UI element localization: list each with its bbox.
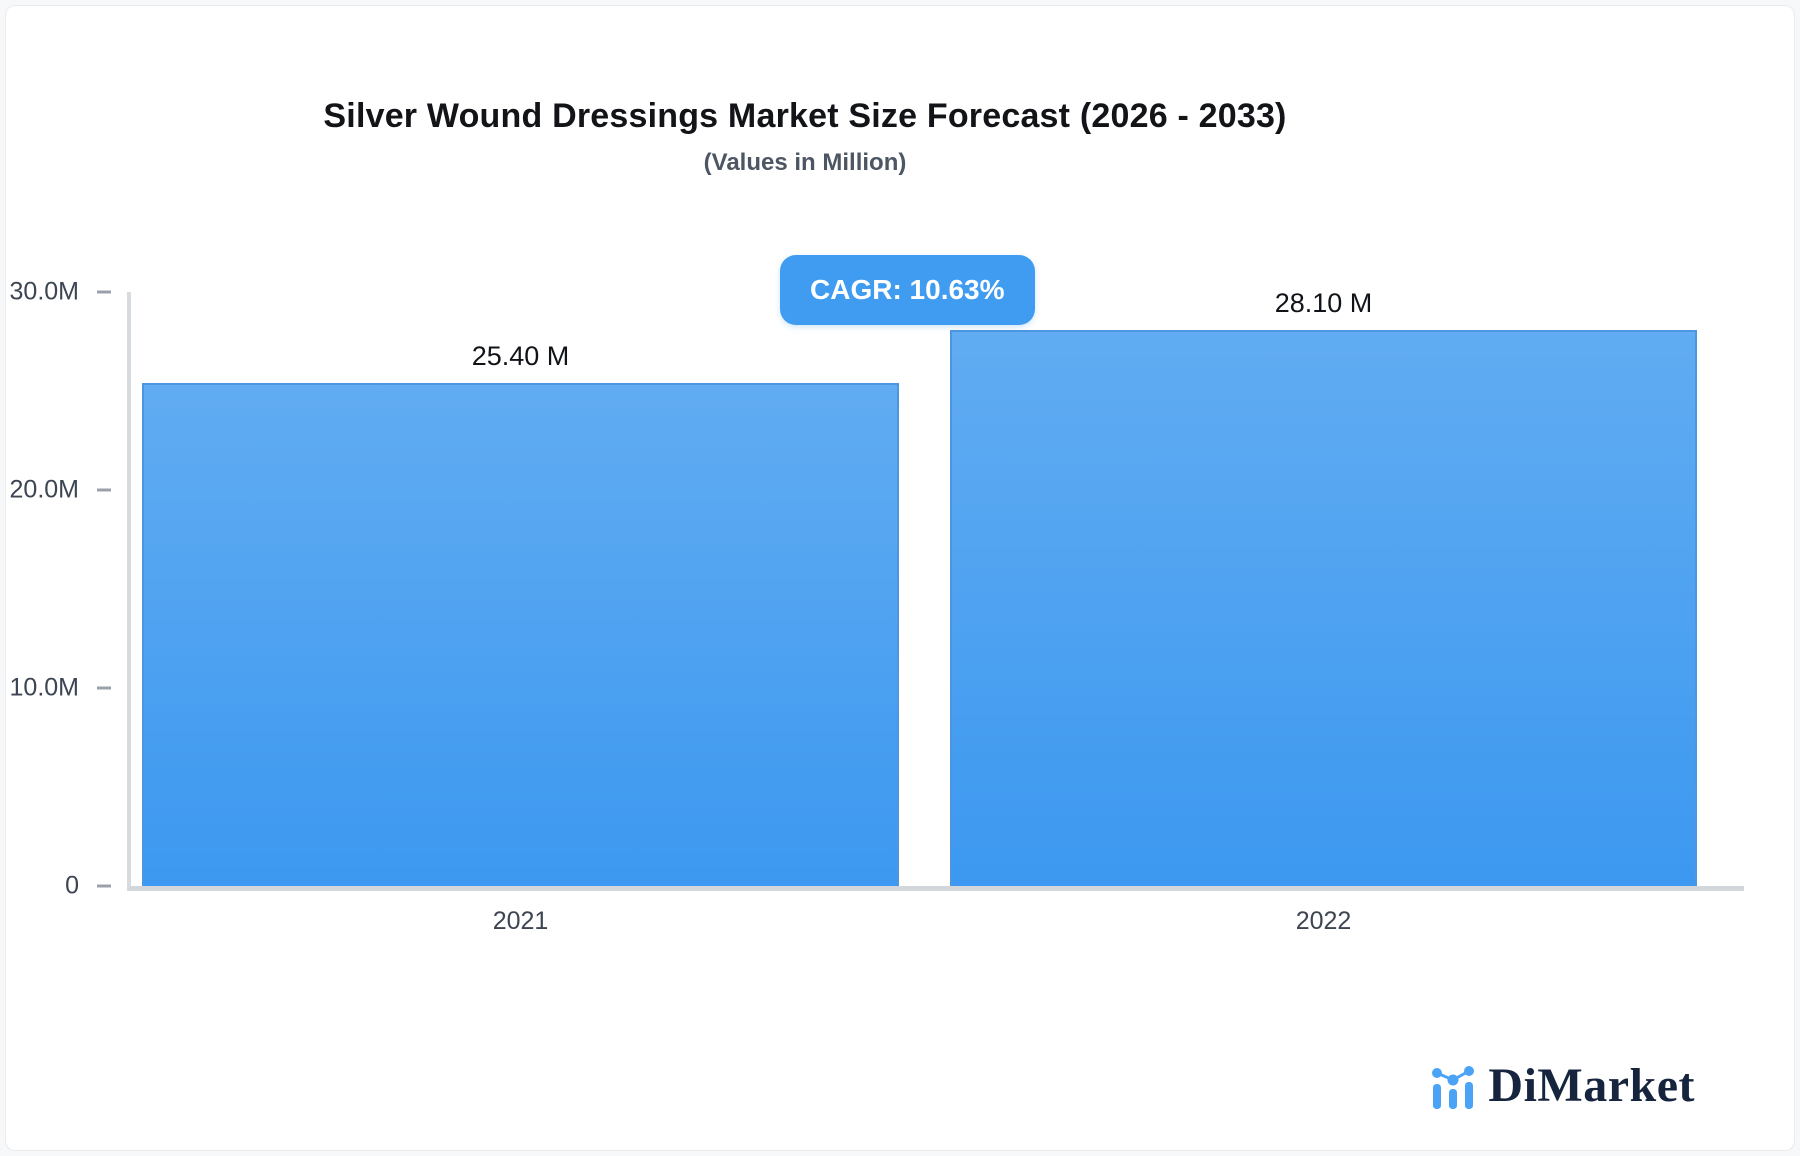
y-tick-label: 20.0M (9, 475, 79, 504)
bar-value-label: 25.40 M (471, 341, 570, 372)
y-tick-label: 0 (65, 871, 79, 900)
cagr-badge: CAGR: 10.63% (780, 255, 1035, 325)
bar-column-2022: 28.10 M 2022 (950, 288, 1697, 935)
y-tick-label: 30.0M (9, 277, 79, 306)
bar-column-2021: 25.40 M 2021 (142, 292, 899, 935)
plot-area: 30.0M 20.0M 10.0M 0 25.40 M 2021 28.10 M… (10, 278, 1744, 935)
chart-title: Silver Wound Dressings Market Size Forec… (323, 97, 1287, 135)
bar-2021[interactable]: 25.40 M (142, 341, 899, 886)
tick-mark (97, 884, 111, 888)
x-axis-label-2021: 2021 (492, 907, 549, 935)
tick-mark (97, 488, 111, 492)
tick-mark (97, 686, 111, 690)
tick-mark (97, 290, 111, 294)
logo-text: DiMarket (1488, 1059, 1695, 1112)
x-axis-label-2022: 2022 (1295, 907, 1352, 935)
chart-subtitle: (Values in Million) (703, 149, 907, 176)
bar-2022[interactable]: 28.10 M (950, 288, 1697, 886)
bar-chart-logo-icon (1430, 1063, 1476, 1109)
y-tick-label: 10.0M (9, 673, 79, 702)
bar-value-label: 28.10 M (1274, 287, 1373, 318)
dimarket-logo: DiMarket (1430, 1062, 1695, 1110)
